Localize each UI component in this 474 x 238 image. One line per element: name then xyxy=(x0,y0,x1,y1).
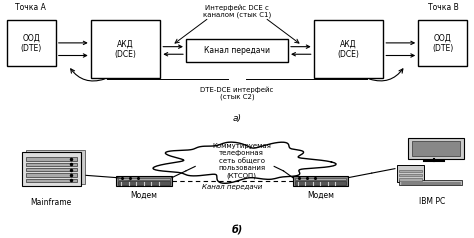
FancyBboxPatch shape xyxy=(293,176,348,186)
Text: Коммутируемая
телефонная
сеть общего
пользования
(КТСОП): Коммутируемая телефонная сеть общего пол… xyxy=(212,143,271,178)
Text: DTE-DCE интерфейс
(стык С2): DTE-DCE интерфейс (стык С2) xyxy=(201,86,273,100)
Text: ООД
(DTE): ООД (DTE) xyxy=(21,33,42,53)
Text: IBM PC: IBM PC xyxy=(419,197,445,206)
FancyBboxPatch shape xyxy=(7,20,56,66)
FancyBboxPatch shape xyxy=(399,169,422,172)
FancyBboxPatch shape xyxy=(118,178,170,180)
FancyBboxPatch shape xyxy=(418,20,467,66)
Text: а): а) xyxy=(233,114,241,123)
FancyBboxPatch shape xyxy=(399,180,462,185)
Text: Канал передачи: Канал передачи xyxy=(202,184,263,190)
Text: Точка А: Точка А xyxy=(15,3,46,12)
FancyBboxPatch shape xyxy=(26,150,85,184)
FancyBboxPatch shape xyxy=(26,157,77,161)
FancyBboxPatch shape xyxy=(117,176,172,186)
FancyBboxPatch shape xyxy=(26,168,77,171)
FancyBboxPatch shape xyxy=(409,138,464,159)
FancyBboxPatch shape xyxy=(118,181,170,185)
FancyBboxPatch shape xyxy=(26,173,77,177)
FancyBboxPatch shape xyxy=(186,39,288,62)
FancyBboxPatch shape xyxy=(399,178,422,181)
FancyBboxPatch shape xyxy=(22,152,81,186)
FancyBboxPatch shape xyxy=(399,174,422,176)
FancyBboxPatch shape xyxy=(412,141,460,156)
Text: Модем: Модем xyxy=(307,191,334,200)
FancyBboxPatch shape xyxy=(26,178,77,182)
Text: ООД
(DTE): ООД (DTE) xyxy=(432,33,453,53)
Text: б): б) xyxy=(231,225,243,235)
Text: Модем: Модем xyxy=(131,191,157,200)
FancyBboxPatch shape xyxy=(314,20,383,78)
Text: Канал передачи: Канал передачи xyxy=(204,46,270,55)
Polygon shape xyxy=(153,142,336,183)
Text: АКД
(DCE): АКД (DCE) xyxy=(337,40,359,59)
FancyBboxPatch shape xyxy=(397,165,424,183)
FancyBboxPatch shape xyxy=(295,181,346,185)
FancyBboxPatch shape xyxy=(26,163,77,166)
Text: Точка В: Точка В xyxy=(428,3,459,12)
Text: АКД
(DCE): АКД (DCE) xyxy=(115,40,137,59)
FancyBboxPatch shape xyxy=(91,20,160,78)
FancyBboxPatch shape xyxy=(295,178,346,180)
Text: Интерфейс DCE с
каналом (стык С1): Интерфейс DCE с каналом (стык С1) xyxy=(203,4,271,18)
Text: Mainframe: Mainframe xyxy=(30,198,72,207)
